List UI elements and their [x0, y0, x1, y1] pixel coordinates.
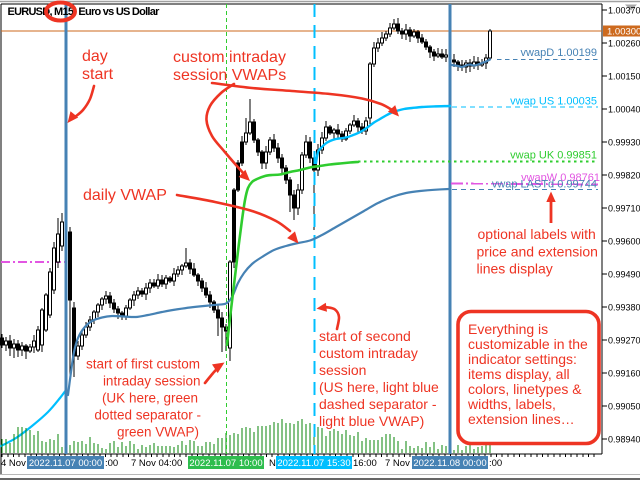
svg-text:0.99710: 0.99710 [608, 204, 640, 214]
svg-text:widths, labels,: widths, labels, [467, 396, 556, 412]
svg-text:vwap UK 0.99851: vwap UK 0.99851 [510, 150, 597, 162]
svg-text:light blue VWAP): light blue VWAP) [319, 413, 424, 429]
svg-text:start of first custom: start of first custom [86, 357, 200, 372]
svg-text:16:00: 16:00 [353, 458, 377, 469]
svg-text:start: start [82, 66, 114, 83]
svg-text:0.98940: 0.98940 [608, 435, 640, 445]
svg-text:1.00300: 1.00300 [607, 27, 640, 38]
svg-text:(UK here, green: (UK here, green [102, 391, 198, 406]
svg-text:7 Nov: 7 Nov [385, 458, 410, 469]
svg-text:lines display: lines display [477, 261, 553, 277]
svg-text:1.00040: 1.00040 [608, 105, 640, 115]
svg-text:vwapW 0.98761: vwapW 0.98761 [521, 172, 600, 184]
svg-text:2022.11.08 00:00: 2022.11.08 00:00 [413, 458, 486, 469]
svg-text:0.99490: 0.99490 [608, 270, 640, 280]
svg-text:0.99380: 0.99380 [608, 303, 640, 313]
svg-text:start of second: start of second [319, 328, 411, 344]
svg-text:daily VWAP: daily VWAP [83, 187, 167, 204]
svg-text:extension lines…: extension lines… [468, 411, 575, 427]
svg-text:day: day [82, 48, 108, 65]
svg-text:2022.11.07 10:00: 2022.11.07 10:00 [189, 458, 262, 469]
svg-text:2022.11.07 15:30: 2022.11.07 15:30 [277, 458, 350, 469]
svg-text:custom intraday: custom intraday [319, 345, 418, 361]
svg-text:0.99270: 0.99270 [608, 336, 640, 346]
svg-text:1.00260: 1.00260 [608, 39, 640, 49]
svg-text:Everything is: Everything is [468, 321, 548, 337]
svg-text:custom intraday: custom intraday [173, 49, 286, 66]
svg-text::00: :00 [489, 458, 502, 469]
svg-text:dashed separator -: dashed separator - [319, 396, 437, 412]
svg-text:optional labels with: optional labels with [478, 226, 596, 242]
svg-text:items display, all: items display, all [468, 366, 570, 382]
svg-text:price and extension: price and extension [477, 244, 598, 260]
svg-text::00: :00 [105, 458, 118, 469]
svg-text:intraday session: intraday session [103, 374, 201, 389]
svg-text:N: N [269, 458, 276, 469]
svg-text:0.99050: 0.99050 [608, 402, 640, 412]
svg-text:vwapD 1.00199: vwapD 1.00199 [521, 47, 597, 59]
svg-text:4 Nov: 4 Nov [1, 458, 26, 469]
svg-text:EURUSD, M15: Euro vs US Dollar: EURUSD, M15: Euro vs US Dollar [8, 6, 161, 18]
svg-text:0.99930: 0.99930 [608, 138, 640, 148]
svg-text:0.99820: 0.99820 [608, 171, 640, 181]
svg-text:session: session [319, 362, 366, 378]
svg-text:1.00370: 1.00370 [608, 6, 640, 16]
svg-text:vwap LASTd 0.99744: vwap LASTd 0.99744 [492, 179, 597, 191]
svg-text:2022.11.07 00:00: 2022.11.07 00:00 [29, 458, 102, 469]
svg-text:7 Nov 04:00: 7 Nov 04:00 [131, 458, 182, 469]
svg-text:1.00150: 1.00150 [608, 72, 640, 82]
svg-text:vwap US 1.00035: vwap US 1.00035 [510, 96, 597, 108]
svg-text:session VWAPs: session VWAPs [173, 67, 286, 84]
svg-text:0.99600: 0.99600 [608, 237, 640, 247]
svg-text:colors, linetypes &: colors, linetypes & [468, 381, 582, 397]
svg-text:customizable in the: customizable in the [468, 336, 588, 352]
svg-text:dotted separator -: dotted separator - [94, 408, 201, 423]
svg-text:indicator settings:: indicator settings: [468, 351, 577, 367]
svg-text:(US here, light blue: (US here, light blue [319, 379, 439, 395]
svg-text:0.99160: 0.99160 [608, 369, 640, 379]
svg-text:green VWAP): green VWAP) [117, 425, 199, 440]
